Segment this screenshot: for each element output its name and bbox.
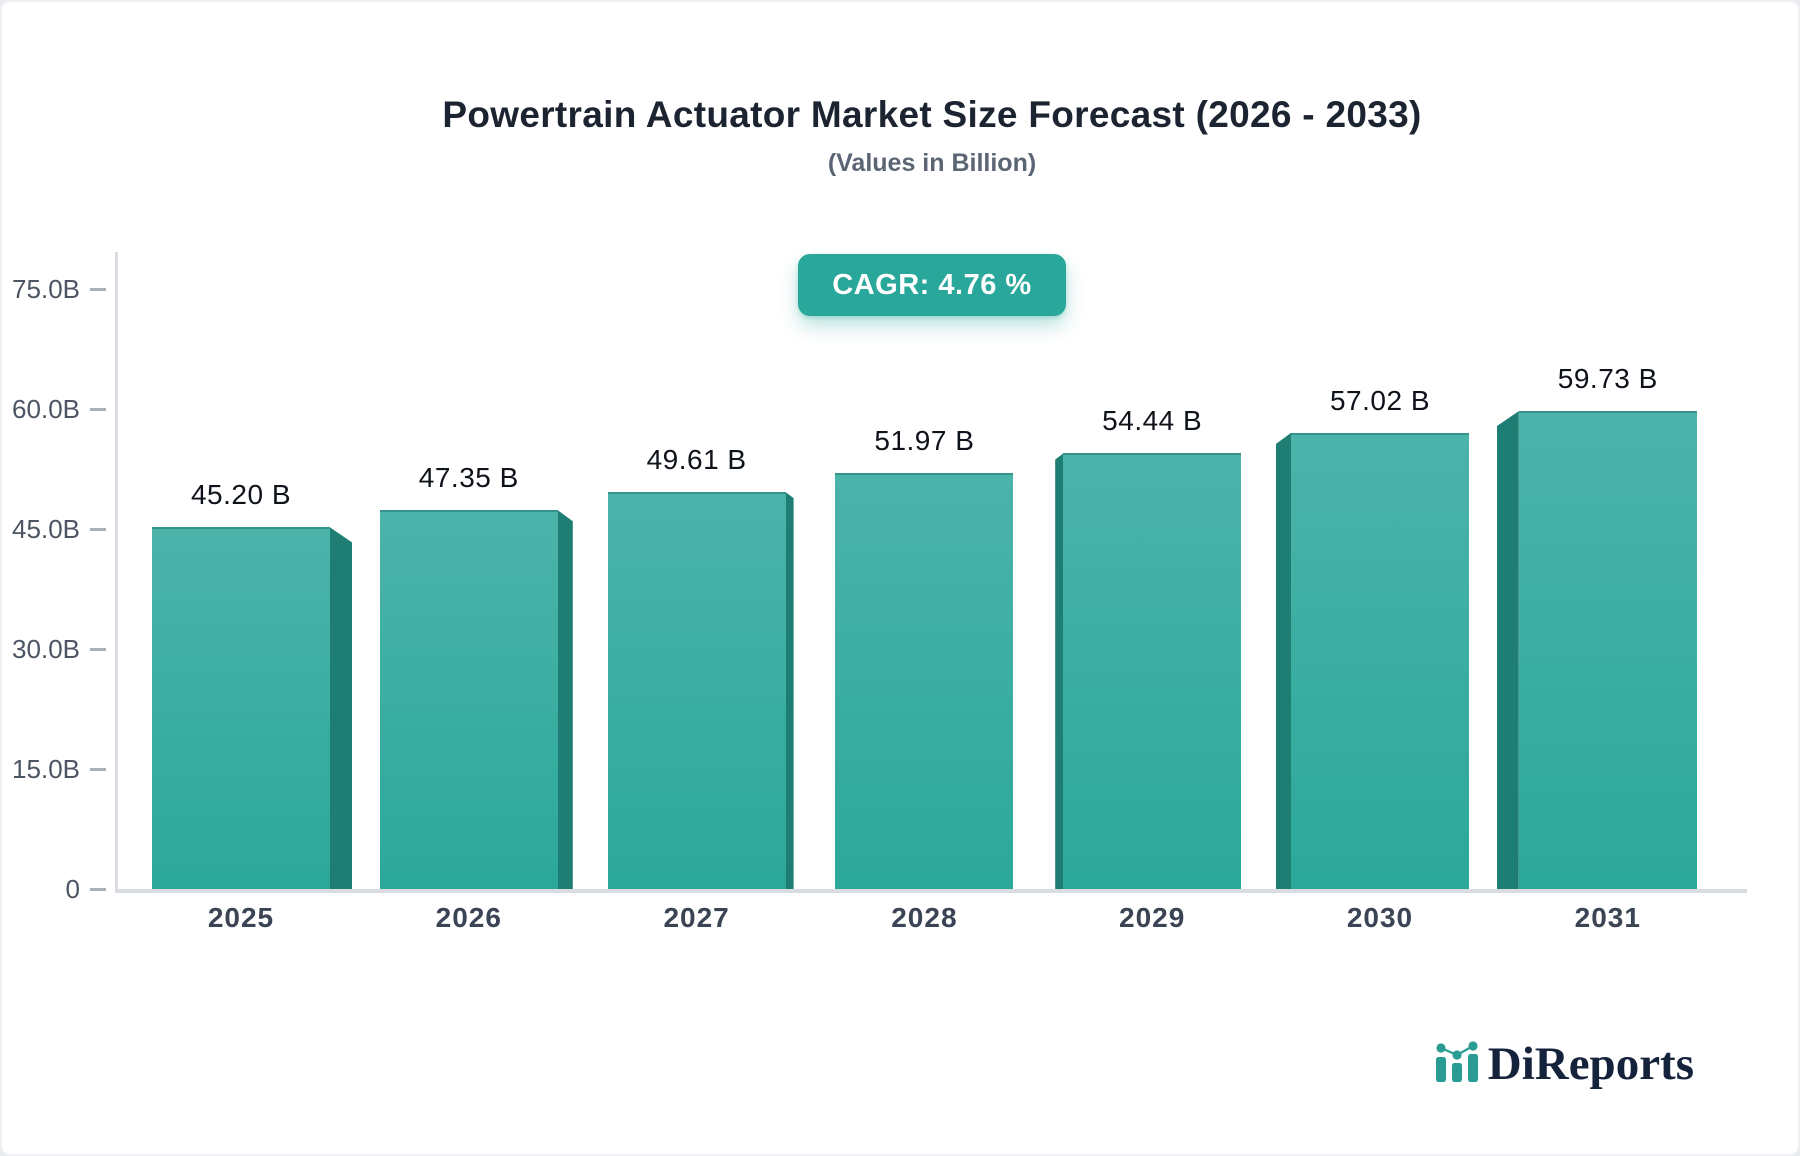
bar-value-label: 54.44 B [1102,405,1203,437]
y-tick-mark [90,648,106,651]
bar-side-face [1055,453,1064,889]
y-tick-label: 0 [65,874,80,904]
x-axis-label-2030: 2030 [1346,902,1414,933]
y-tick-mark [90,888,106,891]
cagr-badge-label: CAGR: 4.76 % [832,268,1032,301]
bar-side-face [330,527,352,889]
x-axis-label-2025: 2025 [207,902,275,933]
x-axis-label-2027: 2027 [663,902,730,933]
bar-2030[interactable] [1291,432,1469,889]
y-tick-label: 30.0B [12,634,80,664]
bar-value-label: 47.35 B [418,462,519,494]
y-tick-label: 15.0B [12,754,80,784]
y-tick-label: 75.0B [12,274,80,304]
y-tick-label: 45.0B [12,514,80,544]
chart-subtitle: (Values in Billion) [827,149,1037,177]
bar-value-label: 45.20 B [190,479,292,511]
bar-side-face [785,492,794,889]
bar-2027[interactable] [607,492,786,889]
bar-2025[interactable] [152,527,330,889]
bar-side-face [1496,411,1519,889]
y-tick-label: 60.0B [12,394,80,424]
chart-title: Powertrain Actuator Market Size Forecast… [442,94,1422,135]
x-axis-label-2031: 2031 [1574,902,1641,933]
x-axis-label-2029: 2029 [1119,902,1186,933]
bar-2028[interactable] [835,473,1014,889]
x-axis-label-2026: 2026 [435,902,502,933]
x-axis-label-2028: 2028 [891,902,958,933]
x-axis-baseline [115,889,1747,893]
bar-value-label: 51.97 B [874,425,975,457]
bar-side-face [1276,432,1291,889]
mini-bar-line-chart-icon [1434,1040,1480,1089]
logo-text: DiReports [1487,1037,1694,1090]
bar-side-face [557,510,573,889]
bar-value-label: 49.61 B [646,444,747,476]
y-tick-mark [90,408,106,411]
direports-logo: DiReports [1434,1036,1694,1092]
y-tick-mark [90,528,106,531]
bar-2029[interactable] [1063,453,1242,889]
y-axis-line [115,252,118,891]
bar-2026[interactable] [379,510,558,889]
bar-value-label: 59.73 B [1557,363,1658,395]
y-tick-mark [90,768,106,771]
bar-2031[interactable] [1518,411,1697,889]
y-tick-mark [90,288,106,291]
bar-value-label: 57.02 B [1329,384,1431,416]
cagr-badge: CAGR: 4.76 % [798,254,1066,316]
